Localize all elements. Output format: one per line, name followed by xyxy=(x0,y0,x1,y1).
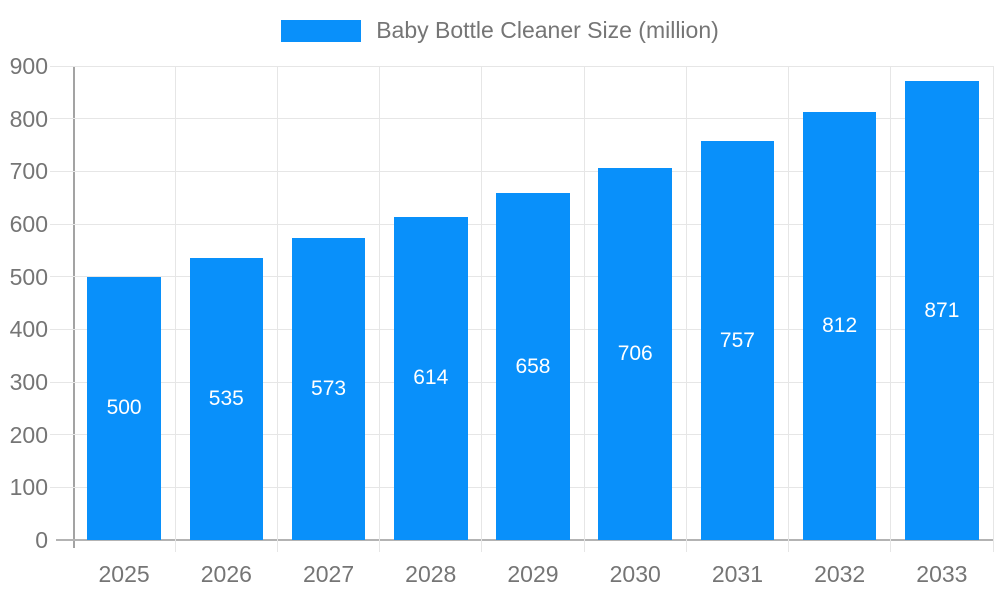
y-axis-tick-label: 900 xyxy=(9,53,48,79)
y-gridline xyxy=(50,170,993,172)
x-gridline xyxy=(583,66,585,552)
y-axis-tick-label: 200 xyxy=(9,421,48,448)
y-axis-tick-label: 100 xyxy=(9,474,48,501)
x-gridline xyxy=(481,66,483,552)
x-axis-tick-label: 2033 xyxy=(916,561,968,587)
bar-value-label: 658 xyxy=(515,354,551,378)
x-gridline xyxy=(174,66,176,552)
y-axis-line xyxy=(73,66,75,548)
y-axis-tick-label: 800 xyxy=(9,105,48,132)
bar-2031: 757 xyxy=(700,141,775,540)
y-axis-tick-label: 500 xyxy=(9,263,48,290)
x-gridline xyxy=(685,66,687,552)
y-axis-tick-label: 300 xyxy=(9,369,48,395)
x-axis-tick-label: 2032 xyxy=(814,561,866,587)
x-gridline xyxy=(276,66,278,552)
x-axis-tick-label: 2025 xyxy=(98,561,150,587)
y-gridline xyxy=(50,65,993,67)
x-axis-line xyxy=(56,539,993,541)
plot-area: 500 535 573 614 658 706 757 812 871 xyxy=(50,65,994,552)
bar-value-label: 706 xyxy=(617,342,653,366)
bar-value-label: 757 xyxy=(719,328,755,352)
x-gridline xyxy=(788,66,790,552)
bar-2029: 658 xyxy=(496,193,570,540)
x-axis-tick-label: 2031 xyxy=(711,561,764,587)
bar-value-label: 535 xyxy=(208,387,244,411)
bar-2026: 535 xyxy=(189,258,264,540)
legend-label: Baby Bottle Cleaner Size (million) xyxy=(376,17,719,43)
bar-value-label: 812 xyxy=(822,314,858,338)
x-gridline xyxy=(992,66,994,552)
x-axis-tick-label: 2029 xyxy=(507,561,559,587)
bar-2025: 500 xyxy=(87,276,161,540)
y-axis-tick-label: 600 xyxy=(9,211,48,237)
x-axis-tick-label: 2030 xyxy=(609,561,661,587)
bar-value-label: 614 xyxy=(413,366,449,390)
x-axis-tick-label: 2026 xyxy=(200,561,252,587)
bar-value-label: 871 xyxy=(924,298,960,322)
bar-2030: 706 xyxy=(598,168,673,540)
bar-value-label: 573 xyxy=(311,377,347,401)
bar-2028: 614 xyxy=(393,216,468,540)
legend-swatch xyxy=(281,19,362,42)
y-axis-tick-label: 700 xyxy=(9,158,48,185)
bar-2033: 871 xyxy=(905,81,979,540)
x-axis-tick-label: 2027 xyxy=(302,561,355,587)
x-gridline xyxy=(890,66,892,552)
y-axis-tick-label: 400 xyxy=(9,316,48,343)
y-axis-tick-label: 0 xyxy=(35,527,48,553)
bar-2027: 573 xyxy=(291,238,366,540)
x-axis-tick-label: 2028 xyxy=(405,561,457,587)
x-gridline xyxy=(379,66,381,552)
legend: Baby Bottle Cleaner Size (million) xyxy=(0,17,1000,44)
y-gridline xyxy=(50,118,993,120)
bar-value-label: 500 xyxy=(106,396,142,420)
bar-2032: 812 xyxy=(802,112,877,540)
